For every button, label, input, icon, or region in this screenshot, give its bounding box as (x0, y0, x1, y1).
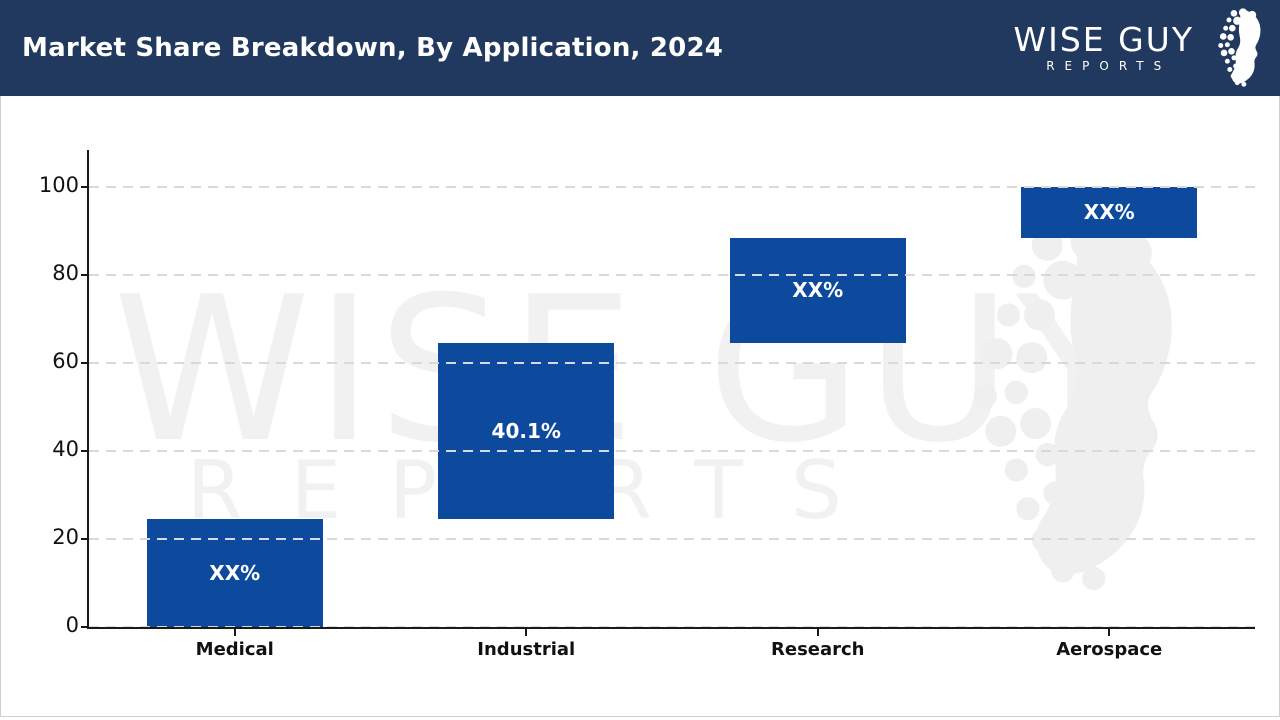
header-bar: Market Share Breakdown, By Application, … (0, 0, 1280, 96)
plot-region: XX% 40.1% XX% XX% 0 20 40 60 80 100 Medical Industr… (1, 96, 1280, 717)
bar-value-label: XX% (1083, 200, 1135, 225)
y-tick-label: 100 (38, 173, 79, 197)
gridline-60 (89, 362, 1255, 364)
x-tick-mark (525, 629, 528, 636)
page-title: Market Share Breakdown, By Application, … (22, 33, 724, 63)
y-tick-mark (81, 362, 89, 364)
x-tick-mark (816, 629, 819, 636)
y-axis-line (87, 150, 89, 629)
logo-text: WISE GUY REPORTS (1013, 19, 1194, 74)
x-tick-mark (1108, 629, 1111, 636)
wise-guy-reports-logo: WISE GUY REPORTS (1013, 7, 1262, 89)
bar-industrial: 40.1% (438, 342, 615, 520)
y-tick-mark (81, 450, 89, 452)
gridline-40 (89, 450, 1255, 452)
y-tick-mark (81, 186, 89, 188)
y-tick-label: 0 (65, 613, 79, 637)
bar-value-label: XX% (792, 278, 844, 303)
gridline-20 (89, 538, 1255, 540)
y-tick-mark (81, 274, 89, 276)
x-tick-label-research: Research (771, 639, 865, 660)
logo-wordmark: WISE GUY (1013, 19, 1194, 59)
bar-research: XX% (729, 237, 906, 343)
x-tick-label-industrial: Industrial (477, 639, 576, 660)
x-axis-line (87, 627, 1255, 629)
dotted-head-profile-icon (1218, 8, 1261, 87)
y-tick-label: 60 (52, 349, 79, 373)
y-tick-mark (81, 538, 89, 540)
y-tick-mark (81, 626, 89, 628)
y-tick-label: 80 (52, 261, 79, 285)
gridline-80 (89, 274, 1255, 276)
bar-aerospace: XX% (1021, 187, 1198, 238)
bar-value-label: XX% (209, 561, 261, 586)
x-tick-label-medical: Medical (195, 639, 274, 660)
chart-area: WISE GUY REPORTS XX%40.1%XX%XX%020406080… (0, 96, 1280, 717)
x-tick-mark (233, 629, 236, 636)
gridline-100 (89, 186, 1255, 188)
y-tick-label: 40 (52, 437, 79, 461)
x-tick-label-aerospace: Aerospace (1056, 639, 1163, 660)
bar-medical: XX% (146, 519, 323, 627)
y-tick-label: 20 (52, 525, 79, 549)
bar-value-label: 40.1% (491, 418, 561, 443)
logo-subtitle: REPORTS (1046, 59, 1172, 74)
